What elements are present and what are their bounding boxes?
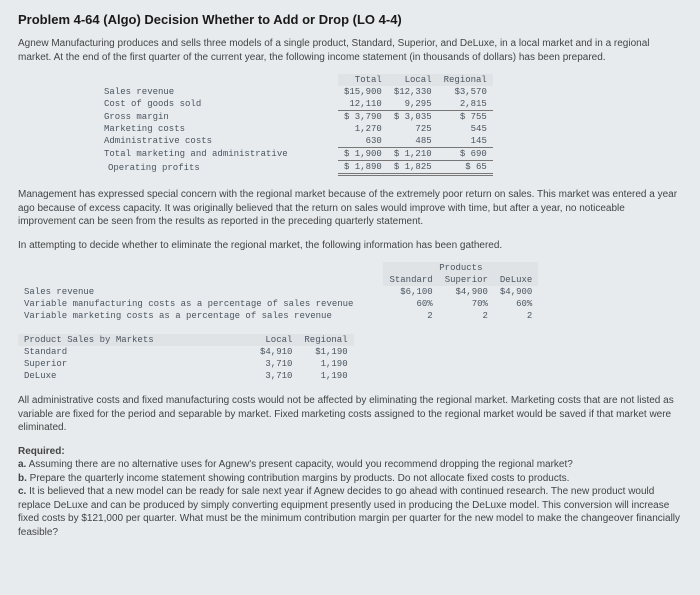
row-marketing: Marketing costs 1,270 725 545 <box>98 123 493 135</box>
row-market-superior: Superior 3,710 1,190 <box>18 358 354 370</box>
col-regional: Regional <box>438 74 493 86</box>
col-standard: Standard <box>383 274 438 286</box>
col-deluxe: DeLuxe <box>494 274 538 286</box>
row-total-ma: Total marketing and administrative $ 1,9… <box>98 148 493 161</box>
row-market-deluxe: DeLuxe 3,710 1,190 <box>18 370 354 382</box>
row-var-mkt: Variable marketing costs as a percentage… <box>18 310 538 322</box>
col-superior: Superior <box>439 274 494 286</box>
row-market-standard: Standard $4,910 $1,190 <box>18 346 354 358</box>
intro-paragraph: Agnew Manufacturing produces and sells t… <box>18 37 682 64</box>
sales-by-market-title: Product Sales by Markets <box>18 334 254 346</box>
col-local2: Local <box>254 334 298 346</box>
req-a: a. Assuming there are no alternative use… <box>18 459 573 470</box>
req-b: b. Prepare the quarterly income statemen… <box>18 473 569 484</box>
sales-by-market-table: Product Sales by Markets Local Regional … <box>18 334 354 382</box>
row-var-mfg: Variable manufacturing costs as a percen… <box>18 298 538 310</box>
row-admin: Administrative costs 630 485 145 <box>98 135 493 148</box>
problem-title: Problem 4-64 (Algo) Decision Whether to … <box>18 12 682 27</box>
row-sales: Sales revenue $15,900 $12,330 $3,570 <box>98 86 493 98</box>
col-local: Local <box>388 74 438 86</box>
required-heading: Required: <box>18 446 65 457</box>
admin-costs-paragraph: All administrative costs and fixed manuf… <box>18 394 682 435</box>
col-regional2: Regional <box>298 334 353 346</box>
row-operating-profit: Operating profits $ 1,890 $ 1,825 $ 65 <box>98 161 493 175</box>
row-cogs: Cost of goods sold 12,110 9,295 2,815 <box>98 98 493 111</box>
required-block: Required: a. Assuming there are no alter… <box>18 445 682 540</box>
row-gross-margin: Gross margin $ 3,790 $ 3,035 $ 755 <box>98 111 493 124</box>
income-statement-table: Total Local Regional Sales revenue $15,9… <box>98 74 493 176</box>
req-c: c. It is believed that a new model can b… <box>18 486 680 538</box>
col-total: Total <box>338 74 388 86</box>
products-table: Products Standard Superior DeLuxe Sales … <box>18 262 538 322</box>
row-prod-sales: Sales revenue $6,100 $4,900 $4,900 <box>18 286 538 298</box>
concern-paragraph: Management has expressed special concern… <box>18 188 682 229</box>
gathered-info-paragraph: In attempting to decide whether to elimi… <box>18 239 682 253</box>
products-group-header: Products <box>383 262 538 274</box>
